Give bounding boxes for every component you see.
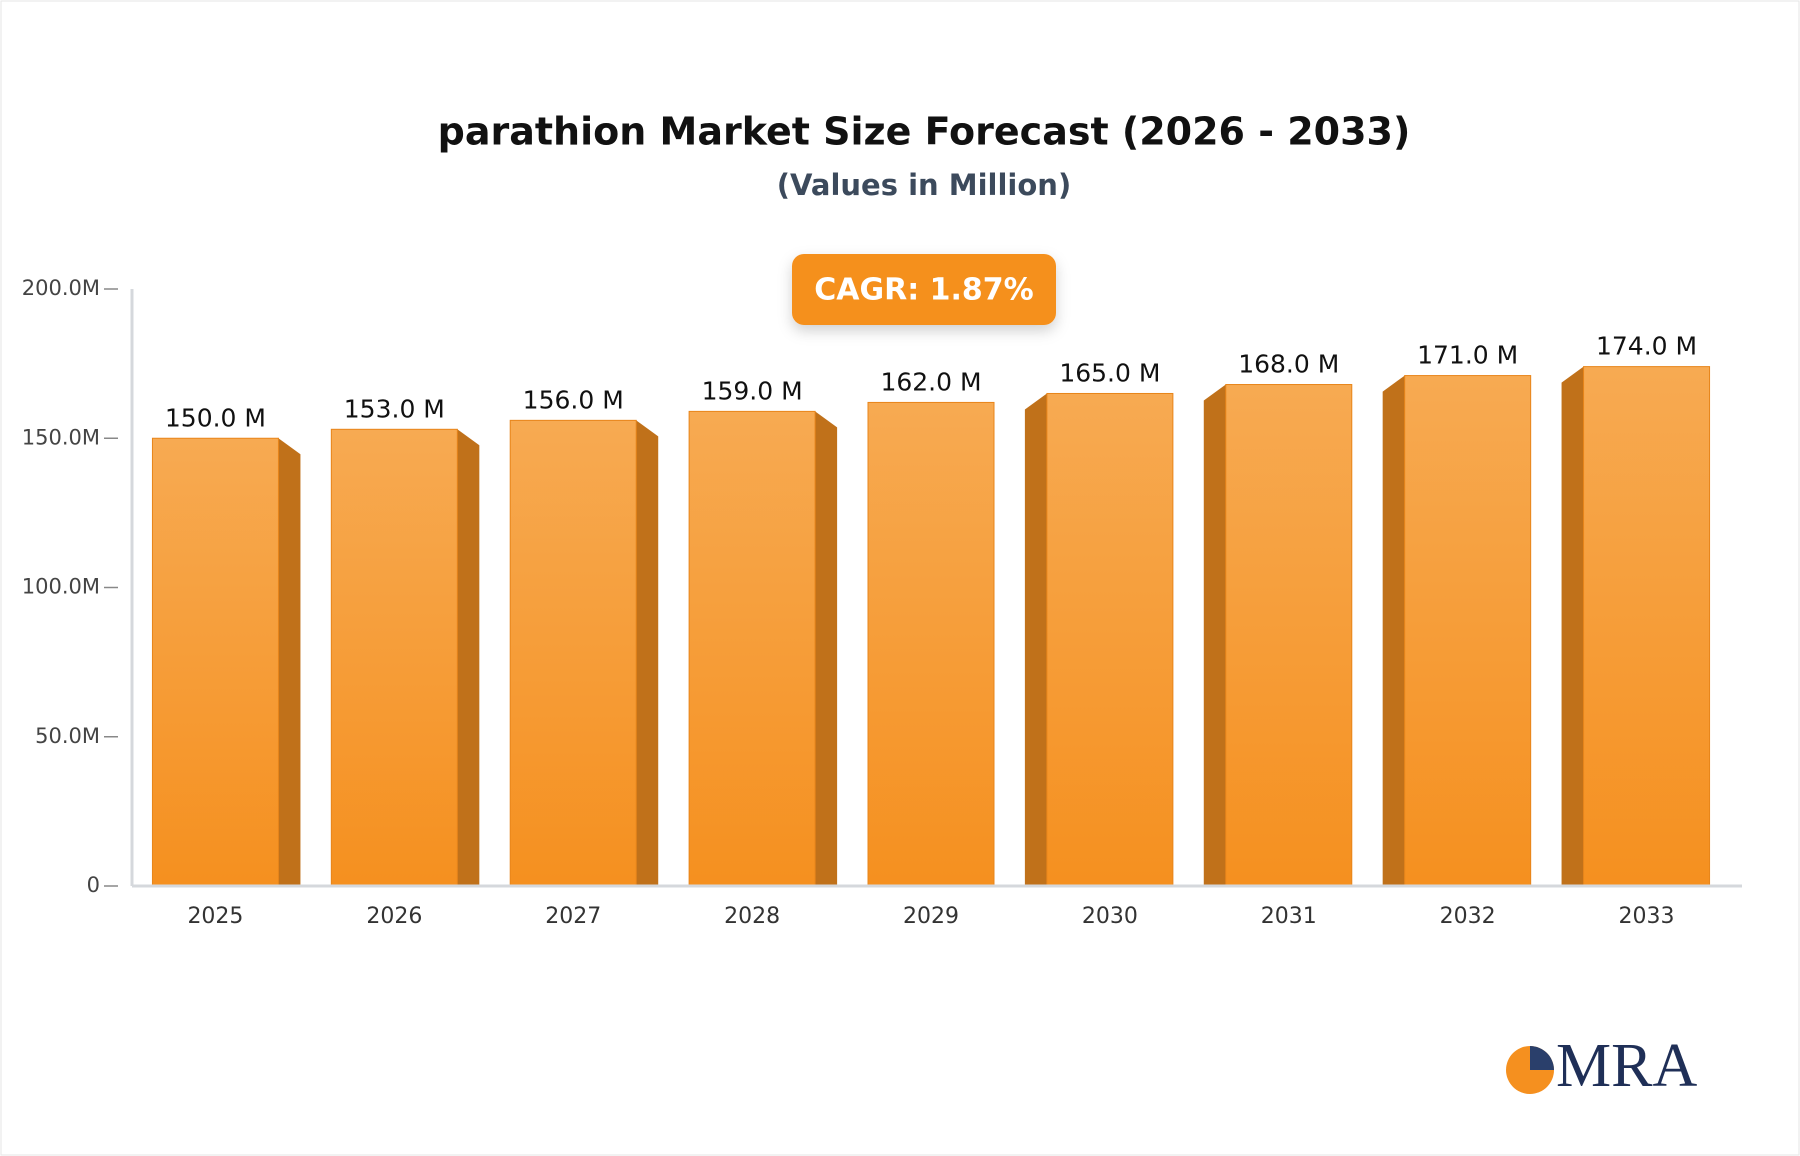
bar-side — [1561, 366, 1584, 886]
y-tick-label: 0 — [87, 873, 100, 897]
value-label: 150.0 M — [165, 403, 266, 432]
bar-side — [636, 420, 659, 886]
plot: 0 50.0M 100.0M 150.0M 200.0M 2025 150.0 M 2026 1… — [22, 276, 1742, 929]
value-label: 174.0 M — [1596, 332, 1697, 361]
value-label: 168.0 M — [1238, 350, 1339, 379]
bar — [330, 428, 458, 887]
bar — [1225, 384, 1353, 887]
x-tick-label: 2025 — [187, 904, 243, 929]
y-tick-label: 100.0M — [22, 575, 100, 599]
x-tick-label: 2028 — [724, 904, 780, 929]
x-tick-label: 2026 — [366, 904, 422, 929]
value-label: 153.0 M — [344, 394, 445, 423]
value-label: 171.0 M — [1417, 341, 1518, 370]
bar — [509, 419, 637, 887]
x-tick-label: 2031 — [1261, 904, 1317, 929]
x-tick-label: 2027 — [545, 904, 601, 929]
bar — [867, 401, 995, 887]
x-tick-label: 2032 — [1440, 904, 1496, 929]
bar — [688, 410, 816, 887]
bar-side — [815, 411, 838, 886]
logo-text: MRA — [1556, 1032, 1697, 1100]
x-tick-label: 2030 — [1082, 904, 1138, 929]
bar-side — [1203, 384, 1226, 886]
bar — [1046, 392, 1174, 887]
value-label: 159.0 M — [702, 376, 803, 405]
chart-subtitle: (Values in Million) — [777, 168, 1071, 202]
logo-slice — [1530, 1046, 1554, 1070]
bar-side — [457, 429, 480, 886]
bar — [1583, 366, 1711, 887]
x-tick-label: 2029 — [903, 904, 959, 929]
value-label: 156.0 M — [523, 385, 624, 414]
cagr-label: CAGR: 1.87% — [814, 273, 1033, 308]
y-tick-label: 200.0M — [22, 276, 100, 300]
bar — [1404, 375, 1532, 887]
x-tick-label: 2033 — [1619, 904, 1675, 929]
cagr-badge — [792, 254, 1056, 325]
value-label: 165.0 M — [1059, 358, 1160, 387]
bar — [151, 437, 279, 887]
y-tick-label: 150.0M — [22, 425, 100, 449]
bar-side — [1382, 375, 1405, 886]
bar-side — [1024, 393, 1047, 886]
logo: MRA — [1506, 1032, 1697, 1100]
value-label: 162.0 M — [880, 367, 981, 396]
chart-title: parathion Market Size Forecast (2026 - 2… — [438, 110, 1411, 154]
y-tick-label: 50.0M — [35, 724, 100, 748]
bar-side — [278, 438, 301, 886]
